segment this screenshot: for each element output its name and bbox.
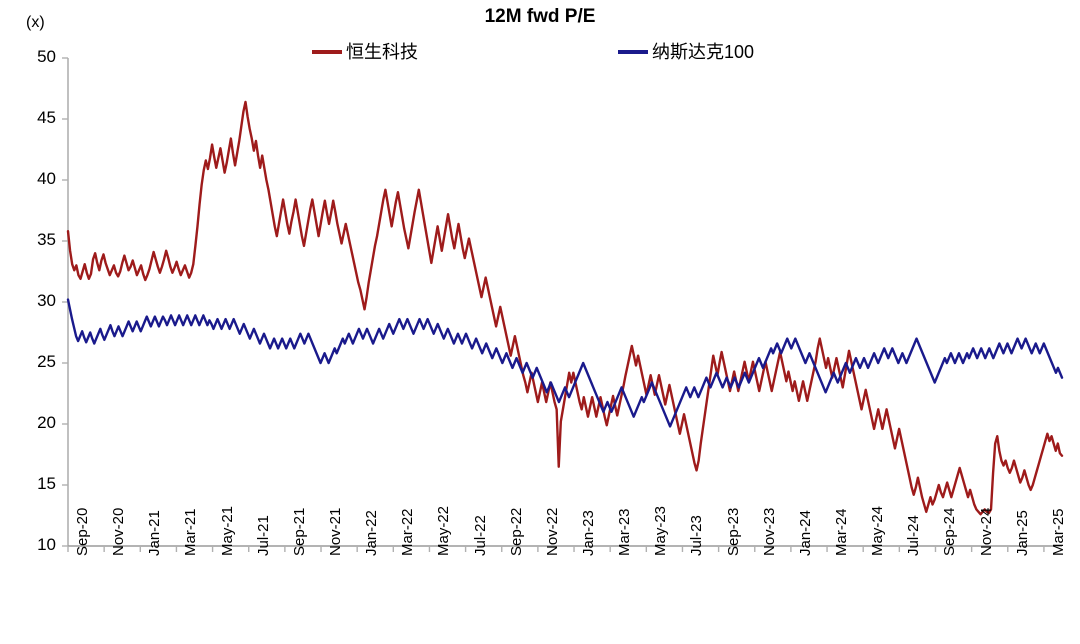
x-tick-label: Jan-22 — [363, 510, 381, 556]
x-tick-label: May-22 — [435, 505, 453, 556]
x-tick-label: Nov-23 — [760, 507, 778, 556]
x-tick-label: Nov-24 — [977, 507, 995, 556]
y-tick-label: 35 — [37, 230, 56, 249]
x-tick-label: Mar-22 — [399, 508, 417, 556]
legend-item-nasdaq-100[interactable]: 纳斯达克100 — [618, 40, 754, 64]
x-tick-label: May-24 — [869, 505, 887, 556]
x-tick-label: Jan-24 — [796, 510, 814, 556]
x-tick-label: Jul-21 — [254, 515, 272, 556]
x-tick-label: Jan-23 — [580, 510, 598, 556]
x-tick-label: Sep-21 — [290, 507, 308, 556]
x-tick-label: Mar-21 — [182, 508, 200, 556]
legend-swatch-series-1 — [618, 50, 648, 54]
legend-swatch-series-0 — [312, 50, 342, 54]
x-tick-label: Nov-22 — [543, 507, 561, 556]
y-axis-unit-label: (x) — [26, 14, 45, 31]
x-tick-label: May-21 — [218, 505, 236, 556]
legend-label-series-1: 纳斯达克100 — [652, 42, 755, 62]
x-tick-label: Sep-23 — [724, 507, 742, 556]
y-tick-label: 20 — [37, 413, 56, 432]
x-tick-label: Jul-23 — [688, 515, 706, 556]
y-tick-label: 50 — [37, 47, 56, 66]
series-line-0 — [66, 100, 1064, 516]
x-tick-label: Mar-25 — [1049, 508, 1067, 556]
x-tick-label: Jul-24 — [905, 515, 923, 556]
x-tick-label: Mar-24 — [833, 508, 851, 556]
x-tick-label: Sep-22 — [507, 507, 525, 556]
y-tick-label: 10 — [37, 535, 56, 554]
x-tick-label: Jul-22 — [471, 515, 489, 556]
chart-title: 12M fwd P/E — [484, 6, 596, 27]
x-tick-label: Jan-25 — [1013, 510, 1031, 556]
series-line-1 — [66, 298, 1064, 428]
x-tick-label: Nov-20 — [110, 507, 128, 556]
legend-label-series-0: 恒生科技 — [346, 42, 418, 62]
x-tick-label: Nov-21 — [327, 507, 345, 556]
y-tick-label: 25 — [37, 352, 56, 371]
x-tick-label: Mar-23 — [616, 508, 634, 556]
y-tick-label: 15 — [37, 474, 56, 493]
x-tick-label: Sep-24 — [941, 507, 959, 556]
y-tick-label: 40 — [37, 169, 56, 188]
x-tick-label: Jan-21 — [146, 510, 164, 556]
x-tick-label: May-23 — [652, 505, 670, 556]
y-tick-label: 30 — [37, 291, 56, 310]
y-tick-label: 45 — [37, 108, 56, 127]
legend-item-hang-seng-tech[interactable]: 恒生科技 — [312, 40, 418, 64]
chart-legend: 恒生科技 纳斯达克100 — [300, 40, 820, 66]
x-tick-label: Sep-20 — [74, 507, 91, 556]
